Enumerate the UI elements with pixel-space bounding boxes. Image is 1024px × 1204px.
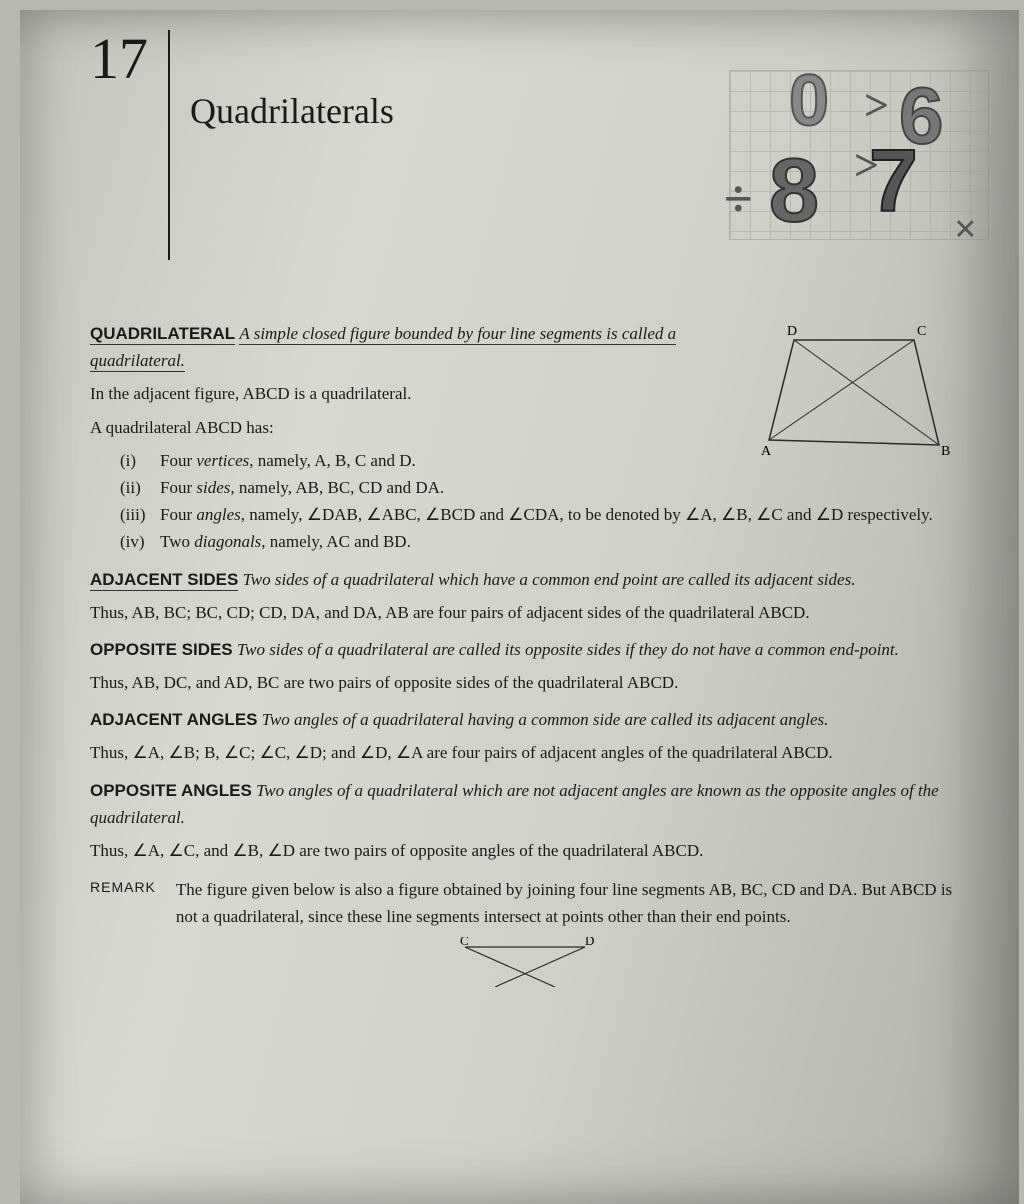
deco-div: ÷	[724, 170, 753, 229]
decorative-graphic: 0 6 8 7 > > ÷ ×	[669, 50, 989, 250]
deco-mul: ×	[954, 205, 977, 252]
deco-num-8: 8	[769, 140, 819, 243]
adj-angles-thus: Thus, ∠A, ∠B; B, ∠C; ∠C, ∠D; and ∠D, ∠A …	[90, 739, 959, 766]
def-opposite-angles: OPPOSITE ANGLES Two angles of a quadrila…	[90, 777, 959, 831]
def-head: QUADRILATERAL	[90, 324, 235, 345]
list-item-3: (iii) Four angles, namely, ∠DAB, ∠ABC, ∠…	[120, 501, 959, 528]
textbook-page: 0 6 8 7 > > ÷ × 17 Quadrilaterals A B C …	[20, 10, 1019, 1204]
adj-sides-thus: Thus, AB, BC; BC, CD; CD, DA, and DA, AB…	[90, 599, 959, 626]
def-adjacent-angles: ADJACENT ANGLES Two angles of a quadrila…	[90, 706, 959, 733]
remark-block: REMARK The figure given below is also a …	[90, 876, 959, 930]
quadrilateral-figure: A B C D	[749, 320, 959, 460]
deco-gt2: >	[854, 140, 879, 191]
label-C: C	[917, 324, 926, 339]
def-adjacent-sides: ADJACENT SIDES Two sides of a quadrilate…	[90, 566, 959, 593]
label-D: D	[787, 324, 797, 339]
list-item-1: (i) Four vertices, namely, A, B, C and D…	[120, 447, 734, 474]
label-A: A	[761, 444, 772, 459]
opp-sides-thus: Thus, AB, DC, and AD, BC are two pairs o…	[90, 669, 959, 696]
label-B: B	[941, 444, 950, 459]
remark-body: The figure given below is also a figure …	[176, 876, 959, 930]
header-divider	[168, 30, 170, 260]
deco-num-0: 0	[789, 60, 829, 142]
chapter-number: 17	[90, 30, 168, 88]
remark-head: REMARK	[90, 876, 156, 930]
def-opposite-sides: OPPOSITE SIDES Two sides of a quadrilate…	[90, 636, 959, 663]
remark-figure: C D	[90, 937, 959, 995]
list-item-2: (ii) Four sides, namely, AB, BC, CD and …	[120, 474, 959, 501]
deco-gt1: >	[864, 80, 889, 131]
svg-text:D: D	[585, 937, 594, 948]
svg-text:C: C	[460, 937, 469, 948]
list-item-4: (iv) Two diagonals, namely, AC and BD.	[120, 528, 959, 555]
opp-angles-thus: Thus, ∠A, ∠C, and ∠B, ∠D are two pairs o…	[90, 837, 959, 864]
content-body: A B C D QUADRILATERAL A simple closed fi…	[90, 320, 959, 995]
